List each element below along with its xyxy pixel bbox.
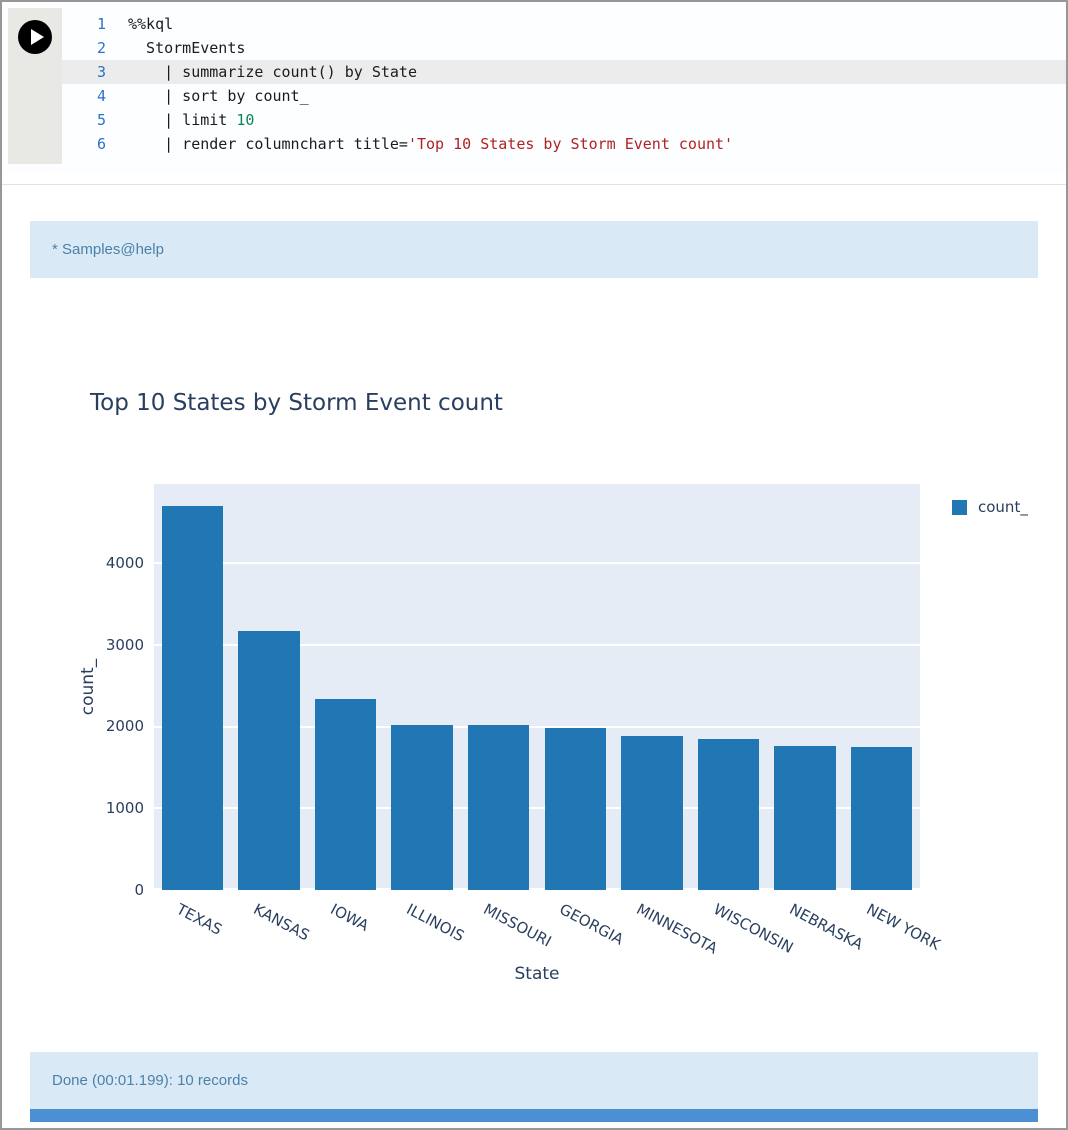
bar-texas[interactable] [161,505,223,890]
legend-label: count_ [978,498,1028,516]
line-number: 5 [96,111,106,129]
x-tick-label: NEBRASKA [786,900,867,954]
bar-new-york[interactable] [851,746,913,890]
status-bar: Done (00:01.199): 10 records [30,1052,1038,1109]
x-tick-label: WISCONSIN [710,900,796,957]
cell-output-divider [2,184,1066,185]
x-tick-label: IOWA [327,900,372,935]
code-line[interactable]: 6 | render columnchart title='Top 10 Sta… [62,132,1066,156]
chart-output: Top 10 States by Storm Event count count… [2,390,1066,1034]
bar-georgia[interactable] [544,727,606,890]
bar-wisconsin[interactable] [697,738,760,890]
line-number: 6 [96,135,106,153]
code-line[interactable]: 3 | summarize count() by State [62,60,1066,84]
play-icon [30,29,44,45]
cell-gutter [8,8,62,164]
line-number: 3 [96,63,106,81]
line-number: 2 [96,39,106,57]
x-tick-label: ILLINOIS [403,900,468,946]
status-label: Done (00:01.199): 10 records [52,1072,248,1089]
x-axis-title: State [514,964,560,984]
code-line[interactable]: 5 | limit 10 [62,108,1066,132]
plot-area [154,484,920,890]
connection-label: * Samples@help [52,241,164,258]
y-tick-label: 4000 [105,553,144,572]
code-line[interactable]: 1 %%kql [62,12,1066,36]
bar-minnesota[interactable] [621,736,683,890]
legend-swatch-icon [952,499,967,515]
bottom-accent-strip [30,1109,1038,1122]
y-tick-label: 3000 [105,635,144,654]
bar-nebraska[interactable] [774,745,836,890]
line-number: 1 [96,15,106,33]
x-tick-label: MINNESOTA [633,900,721,958]
gridline [154,725,920,728]
line-number: 4 [96,87,106,105]
code-cell: 1 %%kql 2 StormEvents 3 | summarize count()… [2,2,1066,172]
gridline [154,643,920,646]
code-line[interactable]: 2 StormEvents [62,36,1066,60]
x-tick-label: TEXAS [173,900,226,939]
chart-canvas: count_ State count_ 0 1000 2000 3000 4000 TEX… [2,444,1066,1034]
bar-kansas[interactable] [238,631,300,890]
run-cell-button[interactable] [18,20,52,54]
connection-info-bar: * Samples@help [30,221,1038,278]
x-tick-label: MISSOURI [480,900,555,951]
gridline [154,561,920,564]
y-axis-title: count_ [78,658,98,716]
y-tick-label: 2000 [105,717,144,736]
y-tick-label: 0 [134,881,144,899]
bar-iowa[interactable] [314,698,377,890]
code-editor[interactable]: 1 %%kql 2 StormEvents 3 | summarize count()… [62,2,1066,156]
legend[interactable]: count_ [952,498,1028,516]
code-line[interactable]: 4 | sort by count_ [62,84,1066,108]
x-tick-label: GEORGIA [556,900,627,949]
chart-title: Top 10 States by Storm Event count [90,390,503,416]
gridline [154,888,920,890]
x-tick-label: KANSAS [250,900,313,945]
x-tick-label: NEW YORK [863,900,943,954]
bar-illinois[interactable] [391,724,453,890]
bar-missouri[interactable] [468,725,530,890]
gridline [154,807,920,810]
y-tick-label: 1000 [105,799,144,818]
